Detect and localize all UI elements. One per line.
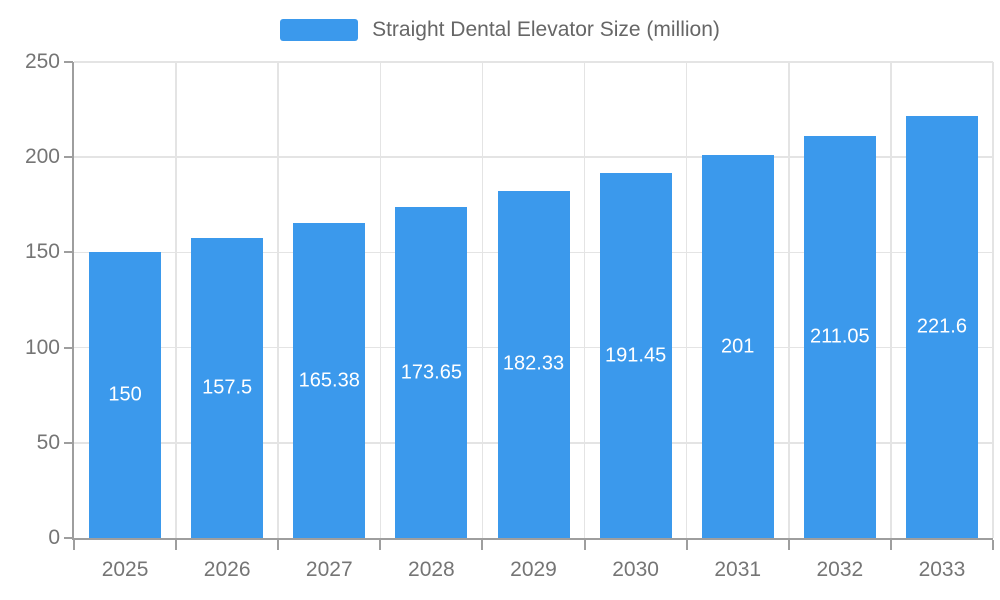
bar-value-label: 201 — [721, 335, 755, 358]
bar[interactable]: 201 — [701, 155, 774, 538]
x-axis-tick — [175, 540, 178, 550]
x-axis-tick — [787, 540, 790, 550]
y-axis-tick — [64, 441, 73, 444]
gridline-vertical — [277, 62, 279, 538]
x-axis-label: 2032 — [816, 558, 864, 581]
x-axis-label: 2030 — [612, 558, 659, 581]
gridline-vertical — [379, 62, 382, 538]
x-axis-tick — [685, 540, 688, 550]
bar-value-label: 157.5 — [202, 376, 253, 399]
plot-area: 150 157.5 165.38 173.65 182.33 191.45 201 211.0… — [74, 61, 994, 538]
y-axis-tick — [64, 156, 73, 159]
bar[interactable]: 182.33 — [497, 190, 570, 538]
legend-swatch-icon — [280, 19, 359, 41]
y-axis-tick — [64, 61, 73, 63]
bar[interactable]: 211.05 — [803, 136, 876, 538]
x-axis-label: 2031 — [714, 558, 762, 581]
bar-value-label: 173.65 — [400, 361, 462, 384]
x-axis-tick — [379, 540, 382, 550]
y-axis-tick — [64, 346, 73, 349]
bar-value-label: 165.38 — [298, 369, 360, 392]
x-axis-tick — [583, 540, 586, 550]
gridline-vertical — [583, 62, 586, 538]
y-axis-label: 200 — [24, 145, 60, 169]
bar[interactable]: 191.45 — [599, 173, 672, 538]
x-axis-label: 2025 — [101, 558, 149, 581]
y-axis-label: 0 — [48, 526, 60, 549]
gridline-horizontal — [74, 61, 993, 63]
y-axis-label: 100 — [24, 335, 60, 359]
x-axis-line — [72, 538, 993, 540]
gridline-vertical — [685, 62, 688, 538]
gridline-vertical — [175, 62, 177, 538]
bar[interactable]: 150 — [89, 252, 162, 538]
y-axis-label: 250 — [24, 50, 60, 73]
bar-value-label: 182.33 — [502, 352, 565, 375]
x-axis-label: 2029 — [510, 558, 557, 581]
x-axis-tick — [481, 540, 484, 550]
bar-value-label: 150 — [108, 383, 142, 406]
y-axis-tick — [64, 537, 73, 539]
gridline-vertical — [481, 62, 484, 538]
gridline-vertical — [890, 62, 892, 538]
x-axis-label: 2026 — [203, 558, 251, 581]
x-axis-label: 2027 — [305, 558, 353, 581]
legend-item[interactable]: Straight Dental Elevator Size (million) — [280, 18, 720, 42]
gridline-horizontal — [74, 156, 993, 158]
bar[interactable]: 221.6 — [905, 116, 978, 538]
bar[interactable]: 157.5 — [191, 238, 264, 538]
x-axis-tick — [277, 540, 280, 550]
gridline-vertical — [992, 62, 994, 538]
x-axis-label: 2028 — [408, 558, 455, 581]
legend: Straight Dental Elevator Size (million) — [0, 18, 1000, 42]
y-axis-label: 150 — [24, 240, 60, 264]
y-axis-tick — [64, 251, 73, 254]
legend-label: Straight Dental Elevator Size (million) — [372, 18, 720, 41]
y-axis-line — [72, 62, 74, 540]
y-axis-label: 50 — [36, 430, 60, 454]
bar-value-label: 221.6 — [916, 315, 967, 338]
x-axis-label: 2033 — [918, 558, 966, 581]
bar[interactable]: 165.38 — [293, 223, 366, 538]
bar-value-label: 211.05 — [809, 325, 870, 348]
gridline-vertical — [788, 62, 790, 538]
x-axis-tick — [992, 540, 994, 550]
bar-value-label: 191.45 — [605, 344, 667, 367]
bar[interactable]: 173.65 — [395, 207, 468, 538]
x-axis-tick — [889, 540, 892, 550]
x-axis-tick — [73, 540, 75, 550]
